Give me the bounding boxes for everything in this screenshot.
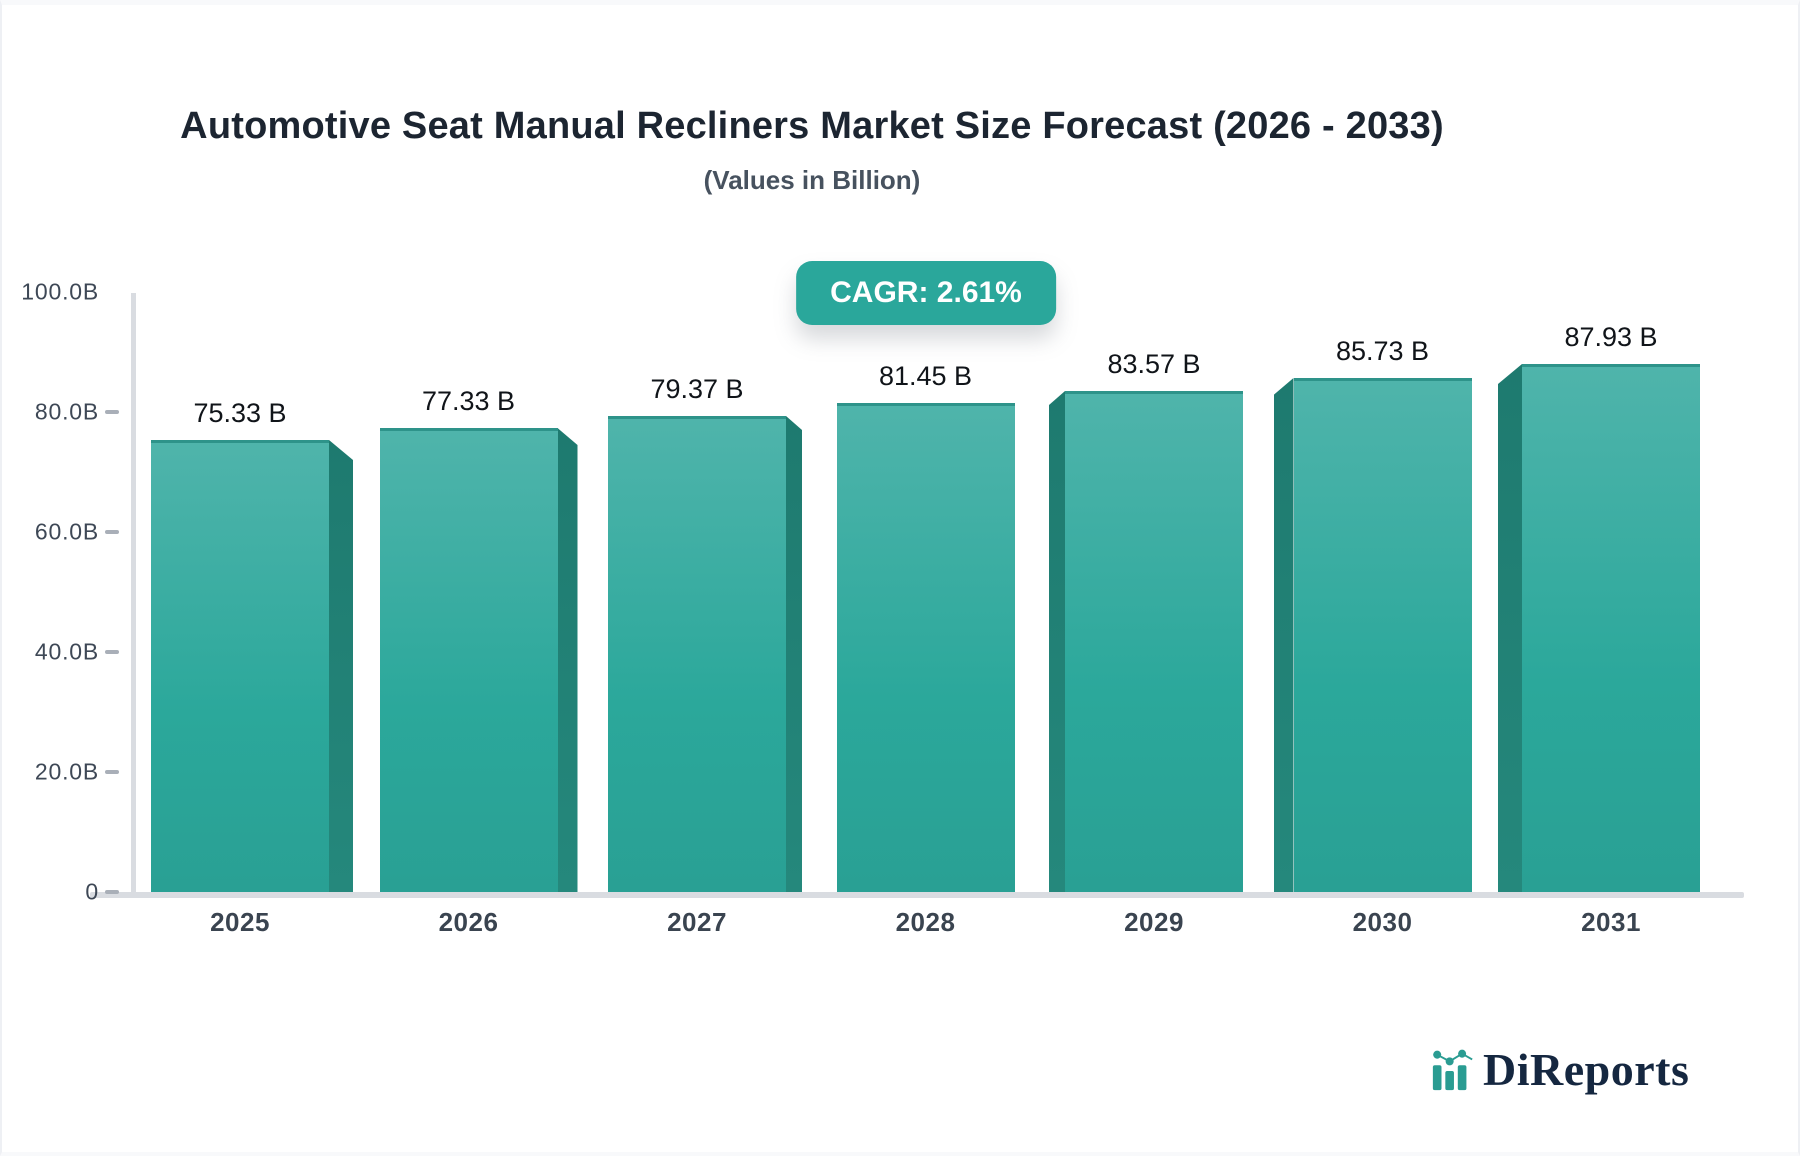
bar-2025[interactable] [151, 440, 329, 892]
y-axis-label-60.0B: 60.0B [34, 518, 99, 545]
y-axis-tick [105, 410, 119, 414]
bar-value-label-2028: 81.45 B [878, 361, 973, 391]
bar-value-label-2025: 75.33 B [193, 398, 287, 428]
y-axis-label-0: 0 [85, 878, 99, 905]
y-axis-line [131, 293, 136, 893]
bar-2028[interactable] [836, 403, 1015, 892]
x-axis-label-2031: 2031 [1581, 907, 1641, 937]
bar-2029[interactable] [1065, 391, 1243, 892]
bar-value-label-2026: 77.33 B [421, 386, 516, 416]
bar-2027[interactable] [608, 416, 786, 892]
x-axis-label-2025: 2025 [210, 907, 270, 937]
bar-3d-side-2029 [1049, 391, 1065, 892]
bar-line-chart-icon [1432, 1049, 1473, 1090]
y-axis-tick [105, 530, 119, 534]
bar-value-label-2030: 85.73 B [1335, 336, 1430, 366]
direports-logo[interactable]: DiReports [1430, 1043, 1689, 1096]
y-axis-label-20.0B: 20.0B [34, 758, 99, 785]
x-axis-label-2026: 2026 [438, 907, 499, 937]
bar-3d-side-2027 [786, 416, 802, 892]
logo-text: DiReports [1483, 1044, 1690, 1095]
chart-title: Automotive Seat Manual Recliners Market … [180, 105, 1444, 147]
bar-2031[interactable] [1522, 364, 1700, 892]
bar-3d-side-2026 [557, 428, 578, 892]
y-axis-tick [105, 770, 119, 774]
bar-value-label-2027: 79.37 B [650, 374, 744, 404]
bar-value-label-2031: 87.93 B [1564, 322, 1658, 352]
x-axis-baseline [90, 892, 1744, 898]
bar-3d-side-2031 [1498, 364, 1522, 892]
x-axis-label-2027: 2027 [667, 907, 727, 937]
bar-2026[interactable] [379, 428, 558, 892]
y-axis-label-80.0B: 80.0B [34, 398, 99, 425]
x-axis-label-2029: 2029 [1124, 907, 1184, 937]
bar-value-label-2029: 83.57 B [1107, 349, 1201, 379]
x-axis-label-2028: 2028 [895, 907, 956, 937]
y-axis-label-100.0B: 100.0B [21, 278, 99, 305]
chart-subtitle: (Values in Billion) [703, 165, 921, 195]
bar-2030[interactable] [1293, 378, 1472, 892]
bar-3d-side-2025 [329, 440, 353, 892]
cagr-badge: CAGR: 2.61% [796, 261, 1056, 325]
y-axis-tick [105, 890, 119, 894]
bar-3d-side-2030 [1273, 378, 1294, 892]
y-axis-tick [105, 650, 119, 654]
y-axis-label-40.0B: 40.0B [34, 638, 99, 665]
x-axis-label-2030: 2030 [1352, 907, 1413, 937]
